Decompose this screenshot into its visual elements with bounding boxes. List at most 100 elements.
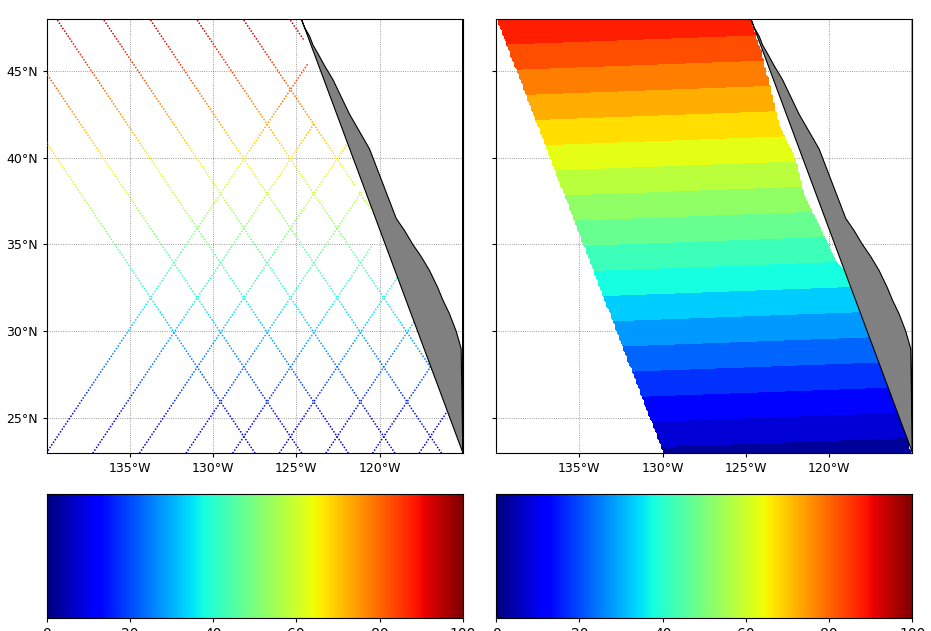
Point [268,315,283,325]
Point [426,367,441,377]
Point [47,151,62,161]
Point [314,130,329,140]
Point [207,406,222,416]
Point [358,320,372,330]
Point [160,180,175,190]
Point [116,252,131,262]
Point [371,370,386,380]
Point [339,307,354,317]
Point [165,117,180,127]
Point [345,130,360,140]
Point [323,422,338,432]
Point [252,177,267,187]
Point [151,351,166,362]
Point [290,284,304,294]
Point [201,276,216,286]
Point [250,203,265,213]
Point [336,164,351,174]
Point [327,427,342,437]
Point [360,338,375,348]
Point [154,416,169,427]
Point [213,328,228,338]
Point [43,5,58,15]
Point [352,187,367,198]
Point [170,125,185,135]
Point [177,65,192,75]
Point [129,382,144,392]
Point [157,37,172,47]
Point [343,343,358,353]
Point [250,341,265,351]
Point [357,322,371,333]
Point [266,268,281,278]
Point [439,408,453,418]
Point [369,442,384,452]
Point [407,338,422,348]
Point [294,31,309,41]
Point [139,286,154,297]
Point [406,406,421,416]
Point [128,62,143,73]
Point [428,440,443,450]
Point [271,380,286,390]
Point [229,143,244,153]
Point [364,414,379,424]
Point [149,354,164,364]
Point [271,135,286,145]
Point [93,218,108,228]
Point [144,429,159,439]
Point [236,83,250,93]
Point [81,130,96,140]
Point [142,292,157,302]
Point [179,68,194,78]
Point [344,203,358,213]
Point [101,162,116,172]
Point [184,370,199,380]
Point [277,302,291,312]
Point [70,44,85,54]
Point [397,401,412,411]
Point [92,78,107,88]
Point [299,408,314,418]
Point [403,322,418,333]
Point [444,331,459,341]
Point [388,380,403,390]
Point [285,429,300,439]
Point [298,107,313,117]
Point [118,255,133,265]
Point [47,435,62,445]
Point [365,276,380,286]
Point [223,242,238,252]
Point [152,167,167,177]
Point [401,326,416,336]
Point [230,213,245,223]
Point [325,424,340,434]
Point [300,60,315,70]
Point [43,143,58,153]
Point [333,437,348,447]
Point [394,406,409,416]
Point [77,195,92,205]
Point [304,260,319,270]
Point [196,232,210,242]
Point [335,146,350,156]
Point [237,294,252,304]
Point [186,367,201,377]
Point [251,408,266,418]
Point [269,341,284,351]
Point [281,227,296,237]
Point [378,429,393,439]
Point [306,120,321,130]
Point [445,396,460,406]
Point [85,206,100,216]
Point [236,153,251,163]
Point [306,257,321,268]
Point [279,357,294,367]
Point [226,0,241,10]
Point [197,26,212,36]
Point [300,268,315,278]
Point [213,257,228,268]
Point [191,429,206,439]
Point [317,312,331,322]
Point [255,266,270,276]
